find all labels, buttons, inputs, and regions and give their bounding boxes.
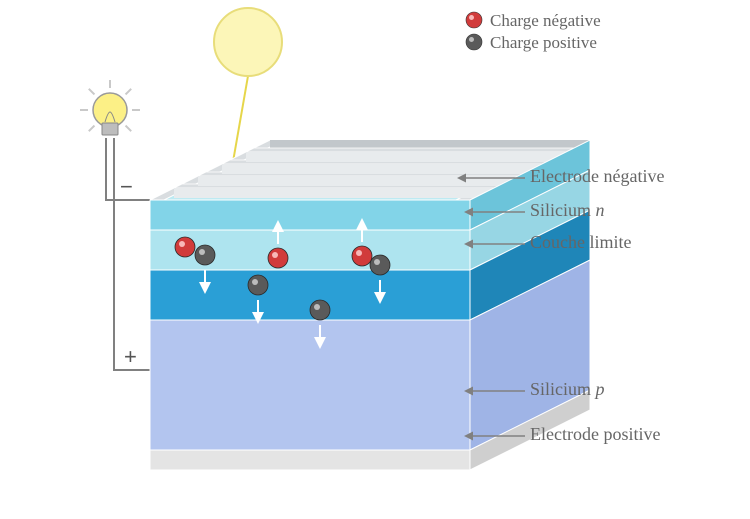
- charge-pos: [310, 300, 330, 320]
- legend-pos-orb: [466, 34, 482, 50]
- legend-pos-label: Charge positive: [490, 33, 597, 52]
- label-electrode_neg: Electrode négative: [530, 166, 664, 186]
- charge-pos: [370, 255, 390, 275]
- legend-neg-label: Charge négative: [490, 11, 601, 30]
- terminal-positive: +: [124, 344, 137, 369]
- charge-neg: [352, 246, 372, 266]
- terminal-negative: −: [120, 174, 133, 199]
- label-couche_lim: Couche limite: [530, 232, 631, 252]
- charge-neg: [268, 248, 288, 268]
- charge-neg: [175, 237, 195, 257]
- layer-electrode-pos-front: [150, 450, 470, 470]
- electrode-bar: [246, 148, 574, 152]
- legend-neg-orb: [466, 12, 482, 28]
- label-silicium_n: Silicium n: [530, 200, 605, 220]
- layer-silicium-n-top-front: [150, 200, 470, 230]
- charge-pos: [248, 275, 268, 295]
- charge-pos: [195, 245, 215, 265]
- sun-icon: [214, 8, 282, 76]
- label-electrode_pos: Electrode positive: [530, 424, 660, 444]
- layer-silicium-p-front: [150, 320, 470, 450]
- pv-cell: [150, 140, 590, 470]
- label-silicium_p: Silicium p: [530, 379, 605, 399]
